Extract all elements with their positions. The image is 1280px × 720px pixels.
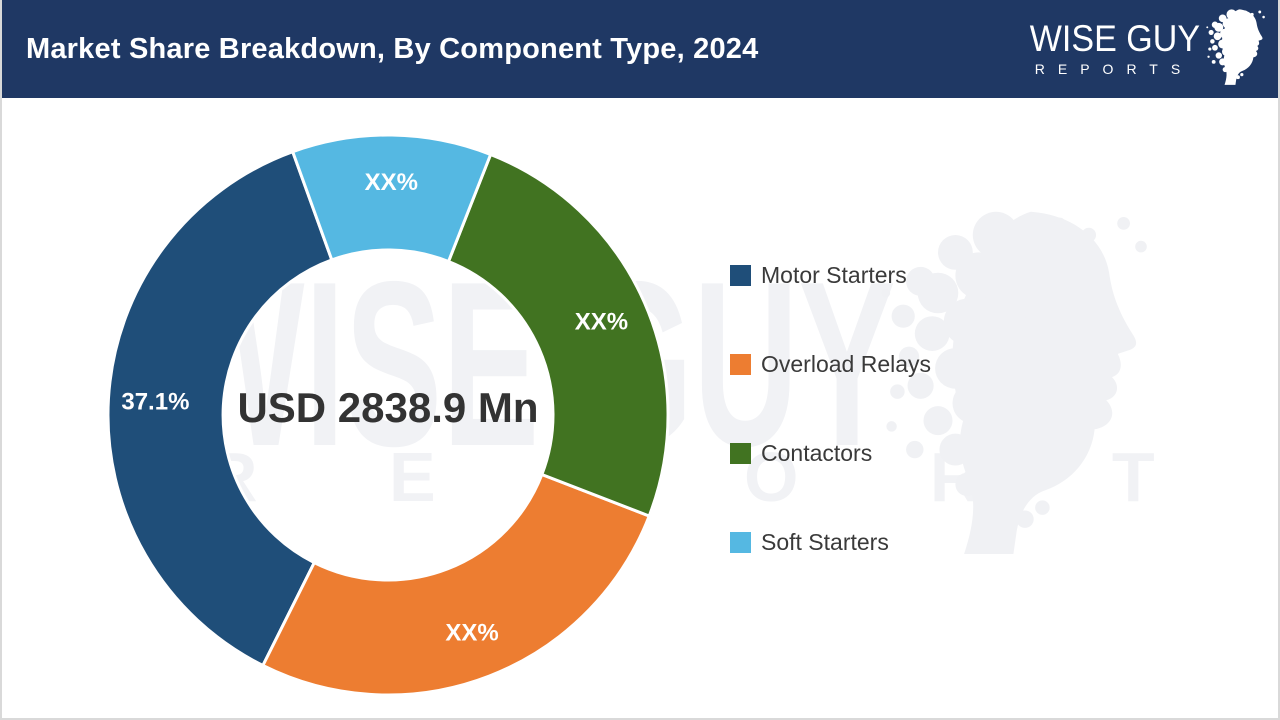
legend-item-motor-starters: Motor Starters [730,261,931,288]
segment-value-label: XX% [365,169,418,196]
legend-swatch-motor-starters [730,264,751,286]
segment-value-label: XX% [575,308,628,335]
legend-swatch-soft-starters [730,531,751,553]
wiseguy-logo: WISE GUY REPORTS [1022,6,1272,92]
legend-label: Soft Starters [761,528,889,555]
legend-label: Contactors [761,439,873,466]
logo-head-icon [1206,9,1265,85]
chart-center-value: USD 2838.9 Mn [237,384,539,431]
donut-segment-motor-starters [106,149,334,668]
donut-segment-contactors [446,152,670,518]
legend-item-contactors: Contactors [730,439,931,466]
legend-item-overload-relays: Overload Relays [730,350,932,377]
legend-label: Overload Relays [761,350,932,377]
legend-swatch-contactors [730,442,751,464]
header-bar: Market Share Breakdown, By Component Typ… [2,0,1278,98]
legend-label: Motor Starters [761,261,907,288]
legend-item-soft-starters: Soft Starters [730,528,931,555]
segment-value-label: XX% [445,619,498,646]
legend-swatch-overload-relays [730,353,751,375]
donut-segment-soft-starters [290,133,493,264]
segment-value-label: 37.1% [121,389,189,416]
chart-legend: Motor Starters Overload Relays Contactor… [730,261,932,620]
page-title: Market Share Breakdown, By Component Typ… [26,32,759,65]
donut-segment-overload-relays [260,472,652,697]
logo-subtitle: REPORTS [1034,61,1194,77]
logo-wordmark: WISE GUY [1029,18,1200,59]
